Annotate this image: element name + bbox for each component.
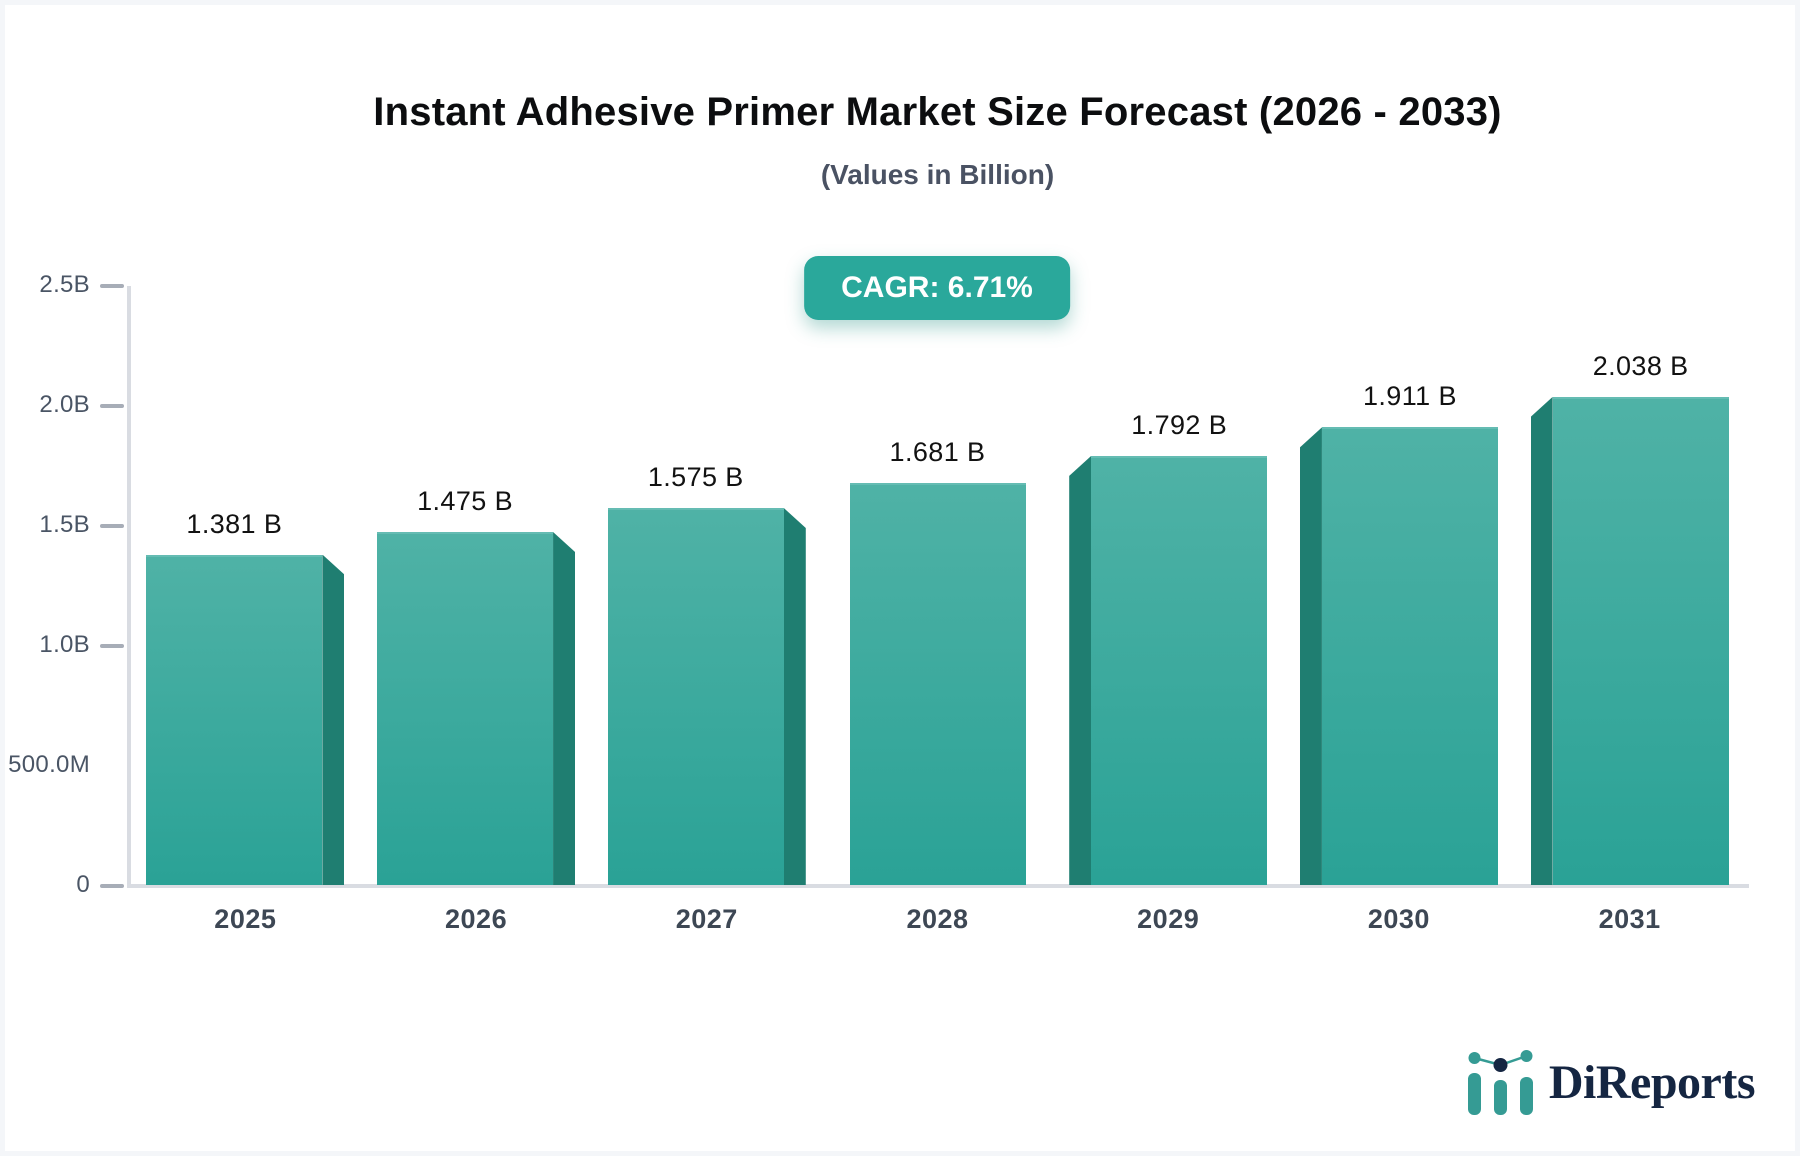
bar-2026 xyxy=(377,532,554,885)
y-axis-tick-label: 0 xyxy=(76,871,90,898)
bar-2030 xyxy=(1321,427,1498,885)
bar-2027 xyxy=(607,508,784,885)
bar-value-label: 1.381 B xyxy=(186,508,283,539)
bar-value-label: 1.792 B xyxy=(1131,409,1228,440)
cagr-badge: CAGR: 6.71% xyxy=(804,256,1070,320)
bar-value-label: 1.575 B xyxy=(647,462,744,492)
bar-2031 xyxy=(1552,396,1729,885)
y-axis-line xyxy=(127,286,131,886)
bar-2029 xyxy=(1091,455,1268,885)
chart-subtitle: (Values in Billion) xyxy=(820,159,1055,190)
bar-side-2031 xyxy=(1530,396,1553,885)
y-axis-tick-label: 1.5B xyxy=(39,511,90,538)
x-axis-label: 2026 xyxy=(445,904,508,934)
bar-value-label: 1.681 B xyxy=(889,436,986,467)
y-axis-tick-dash xyxy=(100,404,124,408)
logo-text: DiReports xyxy=(1548,1055,1756,1109)
chart-header: Instant Adhesive Primer Market Size Fore… xyxy=(130,90,1745,191)
chart-title: Instant Adhesive Primer Market Size Fore… xyxy=(373,90,1502,134)
y-axis-tick-label: 2.5B xyxy=(39,271,90,298)
direports-logo: DiReports xyxy=(1467,1048,1756,1116)
y-axis-tick-dash xyxy=(100,524,124,528)
bar-side-2029 xyxy=(1069,455,1092,885)
y-axis-tick-label: 2.0B xyxy=(39,391,90,418)
x-axis-label: 2027 xyxy=(675,904,738,934)
x-axis-label: 2025 xyxy=(214,904,277,934)
bar-value-label: 2.038 B xyxy=(1592,350,1689,381)
bar-value-label: 1.475 B xyxy=(417,486,514,516)
y-axis-tick-dash xyxy=(100,884,124,888)
x-axis-line xyxy=(127,884,1749,888)
bar-value-label: 1.911 B xyxy=(1362,381,1457,412)
y-axis-tick-dash xyxy=(100,644,124,648)
y-axis-tick-dash xyxy=(100,284,124,288)
x-axis-label: 2031 xyxy=(1598,904,1661,934)
bar-line-chart-icon xyxy=(1467,1050,1533,1115)
bar-side-2027 xyxy=(783,508,806,885)
bar-side-2026 xyxy=(553,532,576,885)
x-axis-label: 2029 xyxy=(1137,904,1200,934)
x-axis-label: 2030 xyxy=(1367,904,1430,934)
bar-side-2030 xyxy=(1299,427,1322,885)
x-axis-label: 2028 xyxy=(906,904,969,934)
bar-2025 xyxy=(146,554,323,885)
y-axis-tick-label: 500.0M xyxy=(8,751,90,778)
y-axis-tick-label: 1.0B xyxy=(39,631,90,658)
bar-2028 xyxy=(849,482,1026,885)
bar-side-2025 xyxy=(322,554,345,885)
